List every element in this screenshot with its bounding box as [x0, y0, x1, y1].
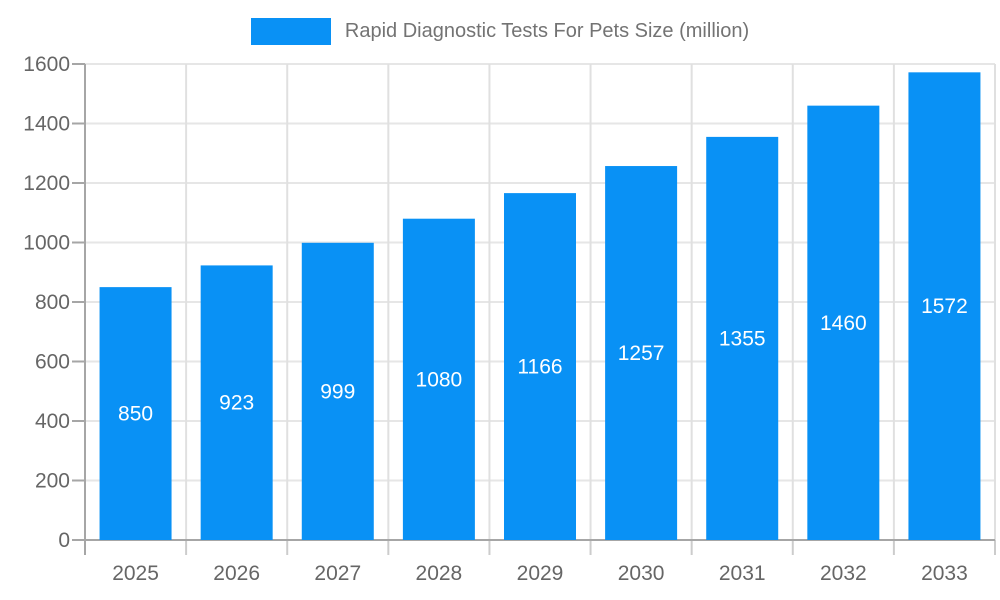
y-axis-label: 1400 — [23, 113, 70, 136]
y-axis-label: 600 — [35, 351, 70, 374]
bar-value-label: 999 — [320, 380, 355, 403]
y-axis-label: 1600 — [23, 53, 70, 76]
x-axis-label: 2033 — [921, 562, 968, 585]
bar-2028[interactable] — [402, 218, 475, 540]
bar-2025[interactable] — [99, 287, 172, 540]
bar-2027[interactable] — [301, 242, 374, 541]
y-axis-label: 1200 — [23, 172, 70, 195]
bar-2032[interactable] — [807, 105, 880, 541]
legend[interactable]: Rapid Diagnostic Tests For Pets Size (mi… — [0, 18, 1000, 45]
bar-value-label: 1460 — [820, 312, 867, 335]
x-axis-label: 2025 — [112, 562, 159, 585]
bar-2033[interactable] — [908, 72, 981, 540]
y-axis-label: 0 — [58, 529, 70, 552]
bar-value-label: 850 — [118, 403, 153, 426]
x-axis-label: 2032 — [820, 562, 867, 585]
y-axis-label: 800 — [35, 291, 70, 314]
bar-2030[interactable] — [605, 166, 678, 541]
y-axis-label: 200 — [35, 470, 70, 493]
y-axis-label: 1000 — [23, 232, 70, 255]
bar-value-label: 1355 — [719, 327, 766, 350]
bar-value-label: 1257 — [618, 342, 665, 365]
x-axis-label: 2030 — [618, 562, 665, 585]
legend-label: Rapid Diagnostic Tests For Pets Size (mi… — [344, 20, 750, 42]
bar-2026[interactable] — [200, 265, 273, 540]
bar-value-label: 1080 — [416, 368, 463, 391]
x-axis-label: 2026 — [213, 562, 260, 585]
bar-value-label: 1572 — [921, 295, 968, 318]
x-axis-label: 2028 — [416, 562, 463, 585]
bar-2031[interactable] — [706, 136, 779, 540]
bar-value-label: 923 — [219, 392, 254, 415]
x-axis-label: 2029 — [517, 562, 564, 585]
x-axis-label: 2031 — [719, 562, 766, 585]
x-axis-label: 2027 — [314, 562, 361, 585]
legend-swatch-icon — [250, 18, 331, 45]
bar-value-label: 1166 — [517, 356, 562, 379]
bar-2029[interactable] — [504, 193, 576, 541]
y-axis-label: 400 — [35, 410, 70, 433]
